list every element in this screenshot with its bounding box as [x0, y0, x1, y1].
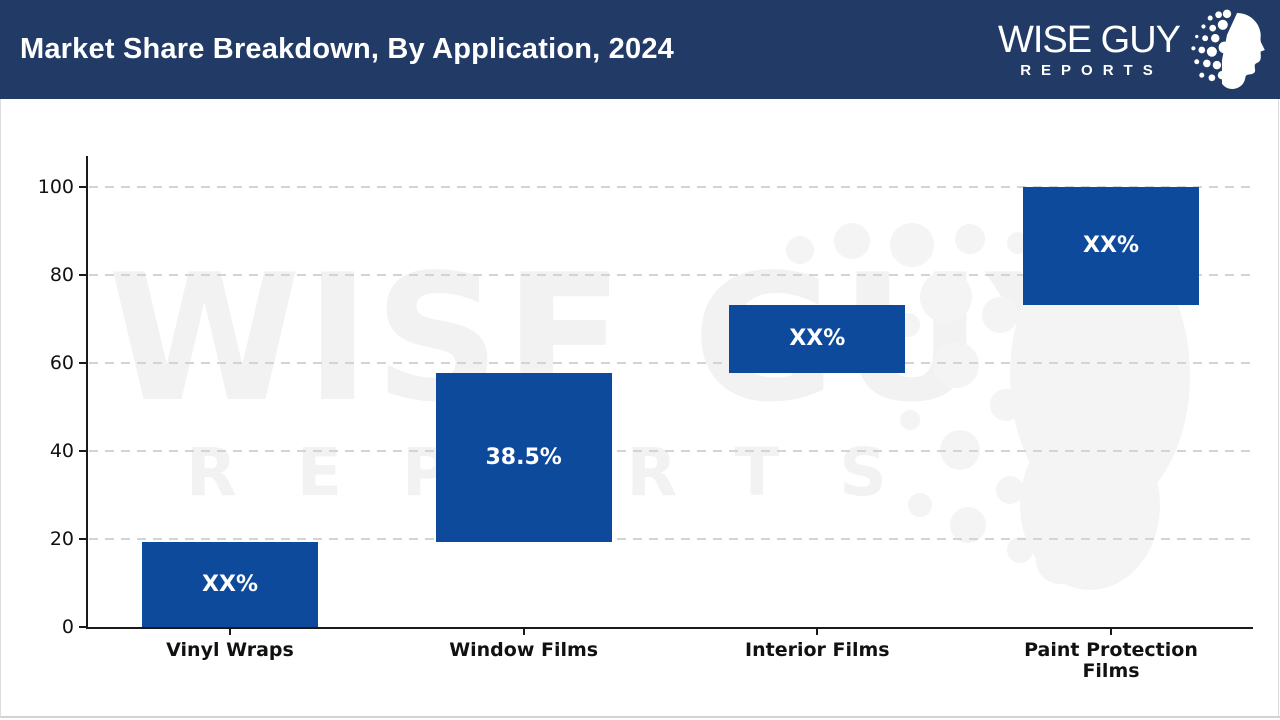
y-tick-label-80: 80 — [49, 264, 74, 286]
x-category-label-window-films: Window Films — [449, 639, 599, 661]
bottom-divider — [0, 716, 1280, 718]
x-axis-line — [86, 627, 1253, 629]
y-tick-label-20: 20 — [49, 528, 74, 550]
gridline-40 — [89, 450, 1253, 452]
bar-vinyl-wraps: XX% — [142, 542, 318, 627]
gridline-60 — [89, 362, 1253, 364]
gridline-100 — [89, 186, 1253, 188]
y-tick-label-100: 100 — [37, 176, 74, 198]
bar-window-films: 38.5% — [435, 372, 612, 543]
left-divider — [0, 99, 1, 718]
y-tick-mark-100 — [79, 186, 87, 188]
x-tick-mark-interior-films — [816, 629, 819, 635]
bar-value-label-vinyl-wraps: XX% — [202, 572, 258, 598]
bar-value-label-paint-protection-films: XX% — [1083, 233, 1139, 259]
y-tick-label-60: 60 — [49, 352, 74, 374]
x-tick-mark-paint-protection-films — [1110, 629, 1112, 635]
x-category-label-interior-films: Interior Films — [745, 639, 890, 661]
gridline-80 — [89, 274, 1253, 276]
chart-title: Market Share Breakdown, By Application, … — [20, 33, 674, 65]
y-axis-line — [86, 156, 88, 629]
bar-value-label-interior-films: XX% — [789, 326, 846, 352]
wise-guy-reports-logo: WISE GUY REPORTS — [998, 6, 1270, 94]
x-category-label-paint-protection-films: Paint Protection Films — [1024, 639, 1198, 682]
gridline-20 — [89, 538, 1253, 540]
x-category-label-vinyl-wraps: Vinyl Wraps — [166, 639, 294, 661]
logo-face-dots-icon — [1191, 9, 1265, 89]
logo-wordmark: WISE GUY — [997, 19, 1181, 61]
bar-paint-protection-films: XX% — [1023, 187, 1199, 305]
y-tick-mark-40 — [79, 450, 87, 452]
y-tick-mark-60 — [79, 362, 87, 364]
bar-value-label-window-films: 38.5% — [485, 444, 562, 470]
logo-reports-label: REPORTS — [1020, 62, 1163, 79]
x-tick-mark-vinyl-wraps — [229, 629, 231, 635]
right-divider — [1278, 99, 1279, 718]
y-tick-mark-20 — [79, 538, 87, 540]
y-tick-mark-0 — [79, 626, 87, 628]
logo-text: WISE GUY REPORTS — [997, 19, 1181, 79]
y-tick-label-0: 0 — [61, 616, 74, 638]
y-tick-mark-80 — [79, 274, 87, 276]
header-bar: Market Share Breakdown, By Application, … — [0, 0, 1280, 99]
x-tick-mark-window-films — [522, 629, 525, 635]
bar-interior-films: XX% — [729, 304, 906, 373]
y-tick-label-40: 40 — [49, 440, 74, 462]
